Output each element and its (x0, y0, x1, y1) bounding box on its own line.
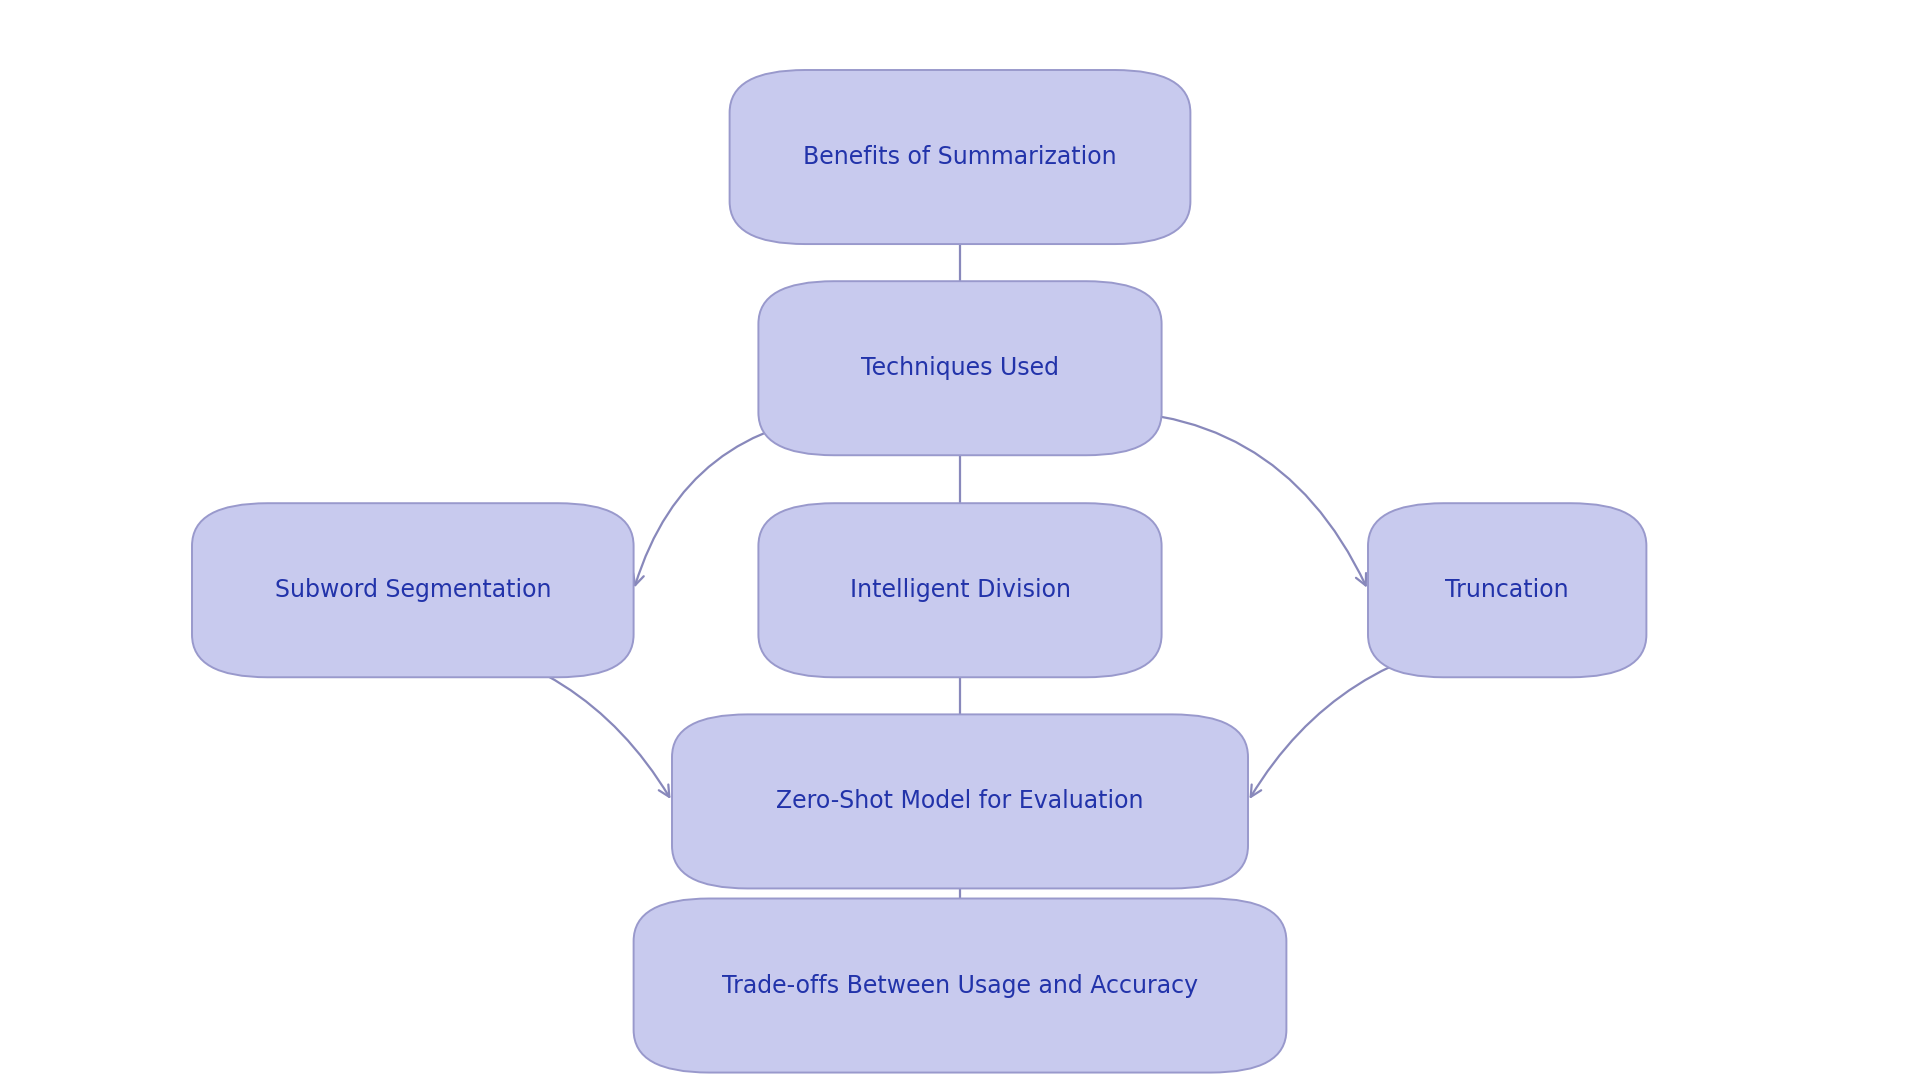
Text: Subword Segmentation: Subword Segmentation (275, 578, 551, 602)
Text: Trade-offs Between Usage and Accuracy: Trade-offs Between Usage and Accuracy (722, 974, 1198, 997)
Text: Techniques Used: Techniques Used (860, 356, 1060, 380)
Text: Zero-Shot Model for Evaluation: Zero-Shot Model for Evaluation (776, 790, 1144, 813)
Text: Truncation: Truncation (1446, 578, 1569, 602)
FancyBboxPatch shape (758, 282, 1162, 455)
FancyBboxPatch shape (672, 715, 1248, 888)
FancyBboxPatch shape (730, 70, 1190, 244)
FancyBboxPatch shape (1367, 504, 1647, 677)
FancyBboxPatch shape (634, 899, 1286, 1072)
FancyBboxPatch shape (192, 504, 634, 677)
Text: Intelligent Division: Intelligent Division (849, 578, 1071, 602)
Text: Benefits of Summarization: Benefits of Summarization (803, 145, 1117, 169)
FancyBboxPatch shape (758, 504, 1162, 677)
